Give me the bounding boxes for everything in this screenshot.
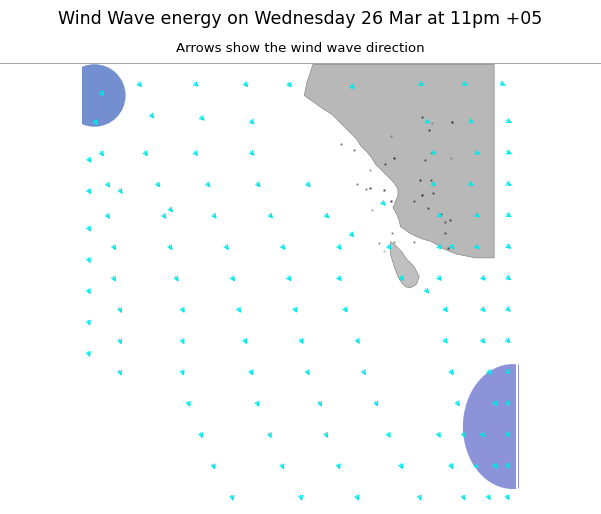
Ellipse shape [63, 64, 126, 127]
Polygon shape [391, 242, 419, 288]
Text: Wind Wave energy on Wednesday 26 Mar at 11pm +05: Wind Wave energy on Wednesday 26 Mar at … [58, 10, 543, 28]
Text: Arrows show the wind wave direction: Arrows show the wind wave direction [176, 42, 425, 54]
Polygon shape [304, 64, 494, 258]
Ellipse shape [463, 364, 563, 489]
